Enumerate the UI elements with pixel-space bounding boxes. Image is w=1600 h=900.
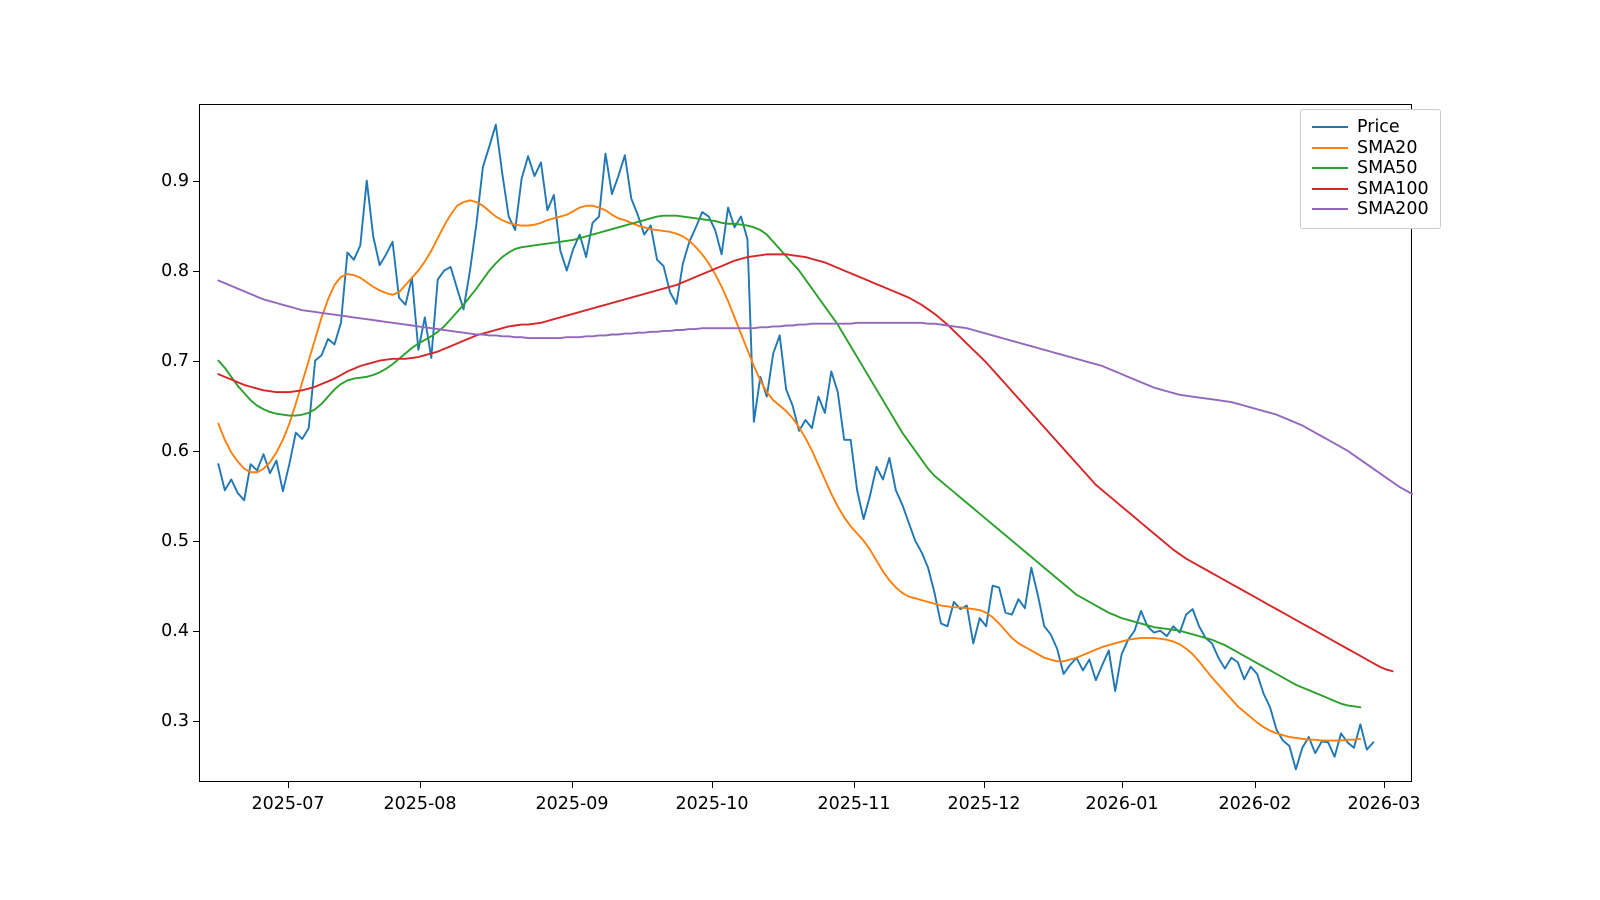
x-tick-label: 2025-07 [251,794,325,814]
y-tick-mark [193,540,199,542]
y-tick-label: 0.7 [161,350,189,371]
x-tick-mark [1384,782,1386,788]
x-tick-mark [1255,782,1257,788]
x-tick-label: 2025-12 [947,794,1021,814]
axis-spine-left [199,104,201,782]
legend-swatch-sma100 [1312,187,1348,190]
series-line-sma100 [217,253,1394,673]
x-tick-label: 2025-10 [675,794,749,814]
axis-spine-top [199,104,1412,106]
legend-label: SMA20 [1357,137,1418,158]
axis-spine-right [1410,104,1412,782]
y-tick-mark [193,450,199,452]
y-tick-mark [193,630,199,633]
y-tick-label: 0.9 [161,170,189,191]
legend-swatch-sma200 [1312,208,1348,211]
series-line-sma200 [217,279,1413,495]
y-tick-mark [193,720,199,723]
x-tick-label: 2025-08 [383,794,457,814]
legend-item[interactable]: SMA20 [1312,138,1429,159]
x-tick-mark [712,782,714,788]
legend-swatch-price [1312,126,1348,129]
y-tick-mark [193,270,199,272]
legend-label: SMA200 [1357,199,1429,219]
plot-axes: 0.9 0.8 0.7 0.6 0.5 0.4 0.3 2025-07 2025-08 2025… [161,104,1441,814]
legend-swatch-sma20 [1312,146,1348,149]
x-tick-label: 2025-09 [535,794,609,814]
legend-item[interactable]: SMA50 [1312,158,1429,179]
x-tick-label: 2026-03 [1347,794,1421,814]
y-tick-label: 0.8 [161,260,189,281]
y-tick-mark [193,360,199,362]
series-line-sma20 [217,199,1362,742]
legend-label: SMA100 [1357,178,1429,199]
x-tick-mark [984,782,986,788]
x-tick-label: 2025-11 [817,794,891,814]
x-tick-mark [1122,782,1124,788]
axis-spine-bottom [199,780,1412,782]
y-tick-label: 0.5 [161,530,189,551]
series-lines [217,123,1413,771]
legend-item[interactable]: SMA100 [1312,179,1429,200]
x-tick-label: 2026-01 [1085,794,1159,814]
y-tick-label: 0.4 [161,620,189,641]
series-line-price [217,123,1375,771]
y-tick-mark [193,180,199,182]
legend-label: Price [1357,117,1400,137]
series-line-sma50 [217,214,1362,709]
x-tick-mark [854,782,856,788]
x-tick-label: 2026-02 [1218,794,1292,814]
x-tick-mark [420,782,422,788]
chart-legend[interactable]: Price SMA20 SMA50 SMA100 SMA200 [1300,109,1441,229]
legend-item[interactable]: SMA200 [1312,199,1429,220]
legend-label: SMA50 [1357,158,1418,178]
x-tick-mark [572,782,574,788]
legend-swatch-sma50 [1312,167,1348,170]
x-tick-mark [288,782,290,788]
legend-item[interactable]: Price [1312,117,1429,138]
y-tick-label: 0.6 [161,440,189,461]
y-tick-label: 0.3 [161,710,189,731]
